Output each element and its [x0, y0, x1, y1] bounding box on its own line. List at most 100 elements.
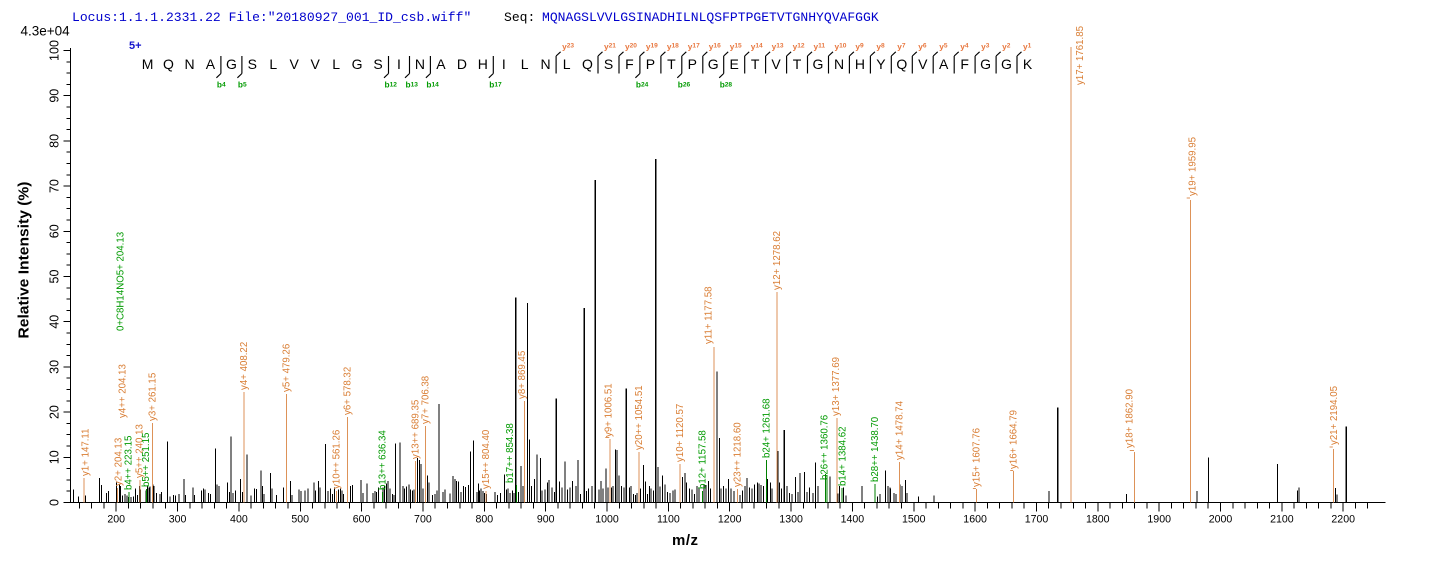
svg-text:y7+ 706.38: y7+ 706.38: [421, 376, 432, 424]
svg-text:G: G: [980, 56, 991, 72]
svg-text:y21: y21: [604, 42, 616, 52]
svg-text:V: V: [290, 56, 300, 72]
svg-text:y5+ 479.26: y5+ 479.26: [282, 344, 293, 392]
svg-text:y16: y16: [709, 42, 721, 52]
svg-text:y16+ 1664.79: y16+ 1664.79: [1009, 410, 1020, 469]
svg-text:y20: y20: [625, 42, 637, 52]
svg-text:y10++ 561.26: y10++ 561.26: [332, 430, 343, 489]
svg-text:T: T: [667, 56, 676, 72]
svg-text:N: N: [184, 56, 194, 72]
svg-text:Q: Q: [163, 56, 174, 72]
svg-text:P: P: [646, 56, 655, 72]
svg-text:y19+ 1959.95: y19+ 1959.95: [1188, 137, 1199, 196]
svg-text:b24+ 1261.68: b24+ 1261.68: [761, 398, 772, 458]
svg-text:M: M: [142, 56, 154, 72]
svg-text:G: G: [226, 56, 237, 72]
svg-text:y23++ 1218.60: y23++ 1218.60: [733, 422, 744, 487]
svg-text:2000: 2000: [1209, 513, 1233, 525]
svg-text:S: S: [248, 56, 257, 72]
svg-text:800: 800: [475, 513, 493, 525]
svg-text:b28: b28: [720, 80, 733, 90]
svg-text:b14+ 1384.62: b14+ 1384.62: [837, 426, 848, 486]
svg-text:y14+ 1478.74: y14+ 1478.74: [895, 400, 906, 460]
svg-text:1900: 1900: [1147, 513, 1171, 525]
svg-text:G: G: [352, 56, 363, 72]
svg-text:y3: y3: [981, 42, 990, 52]
svg-text:500: 500: [291, 513, 309, 525]
svg-text:y2: y2: [1002, 42, 1011, 52]
svg-text:b13++ 636.34: b13++ 636.34: [378, 430, 389, 490]
svg-text:L: L: [521, 56, 529, 72]
svg-text:H: H: [478, 56, 488, 72]
svg-text:90: 90: [48, 89, 62, 103]
svg-text:Y: Y: [876, 56, 886, 72]
svg-text:b4++ 223.15: b4++ 223.15: [124, 436, 135, 490]
svg-text:1600: 1600: [963, 513, 987, 525]
svg-text:L: L: [563, 56, 571, 72]
svg-text:40: 40: [48, 315, 62, 329]
svg-text:y1+ 147.11: y1+ 147.11: [81, 429, 92, 477]
svg-text:10: 10: [48, 450, 62, 464]
svg-text:G: G: [813, 56, 824, 72]
svg-text:N: N: [415, 56, 425, 72]
svg-text:F: F: [960, 56, 969, 72]
svg-text:Q: Q: [896, 56, 907, 72]
svg-text:y8+ 869.45: y8+ 869.45: [517, 351, 528, 399]
svg-text:y5++ 240.13: y5++ 240.13: [134, 424, 145, 478]
svg-text:b26++ 1360.76: b26++ 1360.76: [820, 415, 831, 480]
svg-text:4.3e+04: 4.3e+04: [21, 24, 71, 39]
svg-text:b26: b26: [678, 80, 691, 90]
svg-text:b14: b14: [426, 80, 439, 90]
svg-text:G: G: [1001, 56, 1012, 72]
svg-text:100: 100: [48, 40, 62, 61]
svg-text:y17: y17: [688, 42, 700, 52]
svg-text:y9+ 1006.51: y9+ 1006.51: [604, 383, 615, 437]
svg-text:E: E: [730, 56, 739, 72]
svg-text:1300: 1300: [779, 513, 803, 525]
svg-text:A: A: [206, 56, 216, 72]
svg-text:y4: y4: [960, 42, 969, 52]
svg-text:I: I: [502, 56, 506, 72]
svg-text:Q: Q: [582, 56, 593, 72]
svg-text:y14: y14: [751, 42, 763, 52]
svg-text:300: 300: [169, 513, 187, 525]
svg-text:y13+ 1377.69: y13+ 1377.69: [831, 357, 842, 416]
svg-text:y23: y23: [562, 42, 574, 52]
svg-text:y11: y11: [814, 42, 826, 52]
svg-text:y5: y5: [939, 42, 948, 52]
svg-text:2200: 2200: [1331, 513, 1355, 525]
svg-text:m/z: m/z: [672, 532, 699, 549]
svg-text:b4: b4: [217, 80, 226, 90]
svg-text:1400: 1400: [841, 513, 865, 525]
svg-text:y12: y12: [793, 42, 805, 52]
svg-text:Seq:: Seq:: [504, 10, 535, 25]
svg-text:L: L: [332, 56, 340, 72]
svg-text:70: 70: [48, 179, 62, 193]
svg-text:1200: 1200: [718, 513, 742, 525]
svg-text:b12+ 1157.58: b12+ 1157.58: [698, 430, 709, 489]
svg-text:30: 30: [48, 360, 62, 374]
svg-text:H: H: [855, 56, 865, 72]
svg-text:y11+ 1177.58: y11+ 1177.58: [704, 286, 715, 344]
svg-text:b13: b13: [406, 80, 419, 90]
svg-text:y10: y10: [835, 42, 847, 52]
svg-text:60: 60: [48, 224, 62, 238]
svg-text:T: T: [793, 56, 802, 72]
svg-text:y17+ 1761.85: y17+ 1761.85: [1075, 26, 1086, 85]
svg-text:y6: y6: [918, 42, 927, 52]
svg-text:Locus:1.1.1.2331.22 File:"201: Locus:1.1.1.2331.22 File:"20180927_001_I…: [72, 10, 471, 25]
svg-text:L: L: [269, 56, 277, 72]
svg-text:y15++ 804.40: y15++ 804.40: [481, 429, 492, 489]
svg-text:D: D: [457, 56, 467, 72]
svg-text:Relative Intensity (%): Relative Intensity (%): [16, 181, 33, 338]
svg-text:V: V: [311, 56, 321, 72]
svg-text:20: 20: [48, 405, 62, 419]
svg-text:y3+ 261.15: y3+ 261.15: [148, 373, 159, 421]
svg-text:1000: 1000: [595, 513, 619, 525]
svg-text:y18: y18: [667, 42, 679, 52]
svg-text:y18+ 1862.90: y18+ 1862.90: [1124, 388, 1135, 448]
svg-text:N: N: [834, 56, 844, 72]
svg-text:400: 400: [230, 513, 248, 525]
svg-text:S: S: [373, 56, 382, 72]
svg-text:y20++ 1054.51: y20++ 1054.51: [634, 385, 645, 450]
